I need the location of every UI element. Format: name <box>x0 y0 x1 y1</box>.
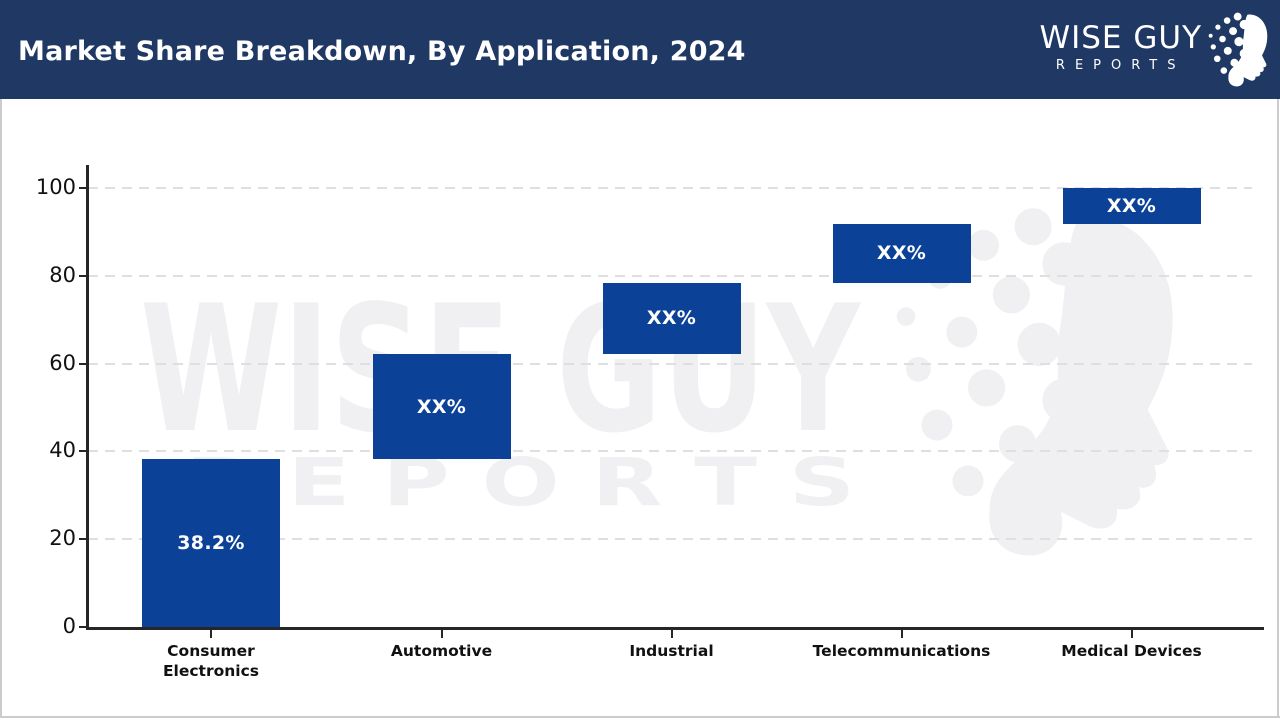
plot-area: 0 20 40 60 80 100 38.2% Consumer Electronics XX%… <box>0 99 1280 720</box>
category-label-4: Medical Devices <box>1061 642 1202 660</box>
gridline-y80 <box>88 274 1252 277</box>
logo-wordmark: WISE GUY <box>1039 20 1202 56</box>
category-label-2: Industrial <box>629 642 714 660</box>
bar-automotive: XX% <box>372 353 511 460</box>
bar-value-label: XX% <box>416 395 467 418</box>
x-tick-mark-1 <box>440 629 443 638</box>
chart-title: Market Share Breakdown, By Application, … <box>18 36 746 67</box>
bar-telecommunications: XX% <box>832 223 971 283</box>
y-axis-line <box>86 165 89 629</box>
bar-value-label: XX% <box>646 307 697 330</box>
x-tick-mark-2 <box>670 629 673 638</box>
gridline-y20 <box>88 538 1252 541</box>
y-tick-label-20: 20 <box>49 526 76 551</box>
gridline-y40 <box>88 450 1252 453</box>
x-tick-mark-0 <box>210 629 212 638</box>
y-tick-label-80: 80 <box>49 262 76 287</box>
x-tick-mark-3 <box>900 629 903 638</box>
y-tick-label-40: 40 <box>49 438 76 463</box>
category-label-3: Telecommunications <box>812 642 991 660</box>
y-tick-mark-20 <box>79 538 88 541</box>
bar-value-label: 38.2% <box>177 532 245 555</box>
bar-medical-devices: XX% <box>1062 188 1201 224</box>
bar-value-label: XX% <box>1106 194 1157 217</box>
y-tick-mark-80 <box>79 274 88 277</box>
y-tick-label-0: 0 <box>62 614 76 638</box>
gridline-y60 <box>88 362 1252 365</box>
logo-face-icon <box>1208 12 1268 87</box>
bar-industrial: XX% <box>602 282 741 354</box>
y-tick-label-100: 100 <box>35 175 76 199</box>
x-tick-mark-4 <box>1130 629 1133 638</box>
bar-consumer-electronics: 38.2% <box>142 459 280 627</box>
y-tick-mark-0 <box>79 626 88 628</box>
y-tick-mark-100 <box>79 187 88 189</box>
page-border-left <box>0 99 2 718</box>
category-label-1: Automotive <box>390 642 493 660</box>
page-border-right <box>1277 99 1279 718</box>
logo-subtitle: REPORTS <box>1055 58 1186 73</box>
y-tick-mark-40 <box>79 450 88 453</box>
page-border-bottom <box>0 716 1280 718</box>
category-label-0: Consumer Electronics <box>162 642 260 680</box>
wise-guy-reports-logo: WISE GUY REPORTS <box>1030 6 1270 94</box>
bar-value-label: XX% <box>876 242 927 265</box>
logo-text: WISE GUY REPORTS <box>1039 20 1202 73</box>
x-axis-line <box>86 627 1264 630</box>
gridline-y100 <box>88 187 1252 189</box>
y-tick-label-60: 60 <box>49 350 76 375</box>
y-tick-mark-60 <box>79 362 88 365</box>
header-banner: Market Share Breakdown, By Application, … <box>0 0 1280 99</box>
